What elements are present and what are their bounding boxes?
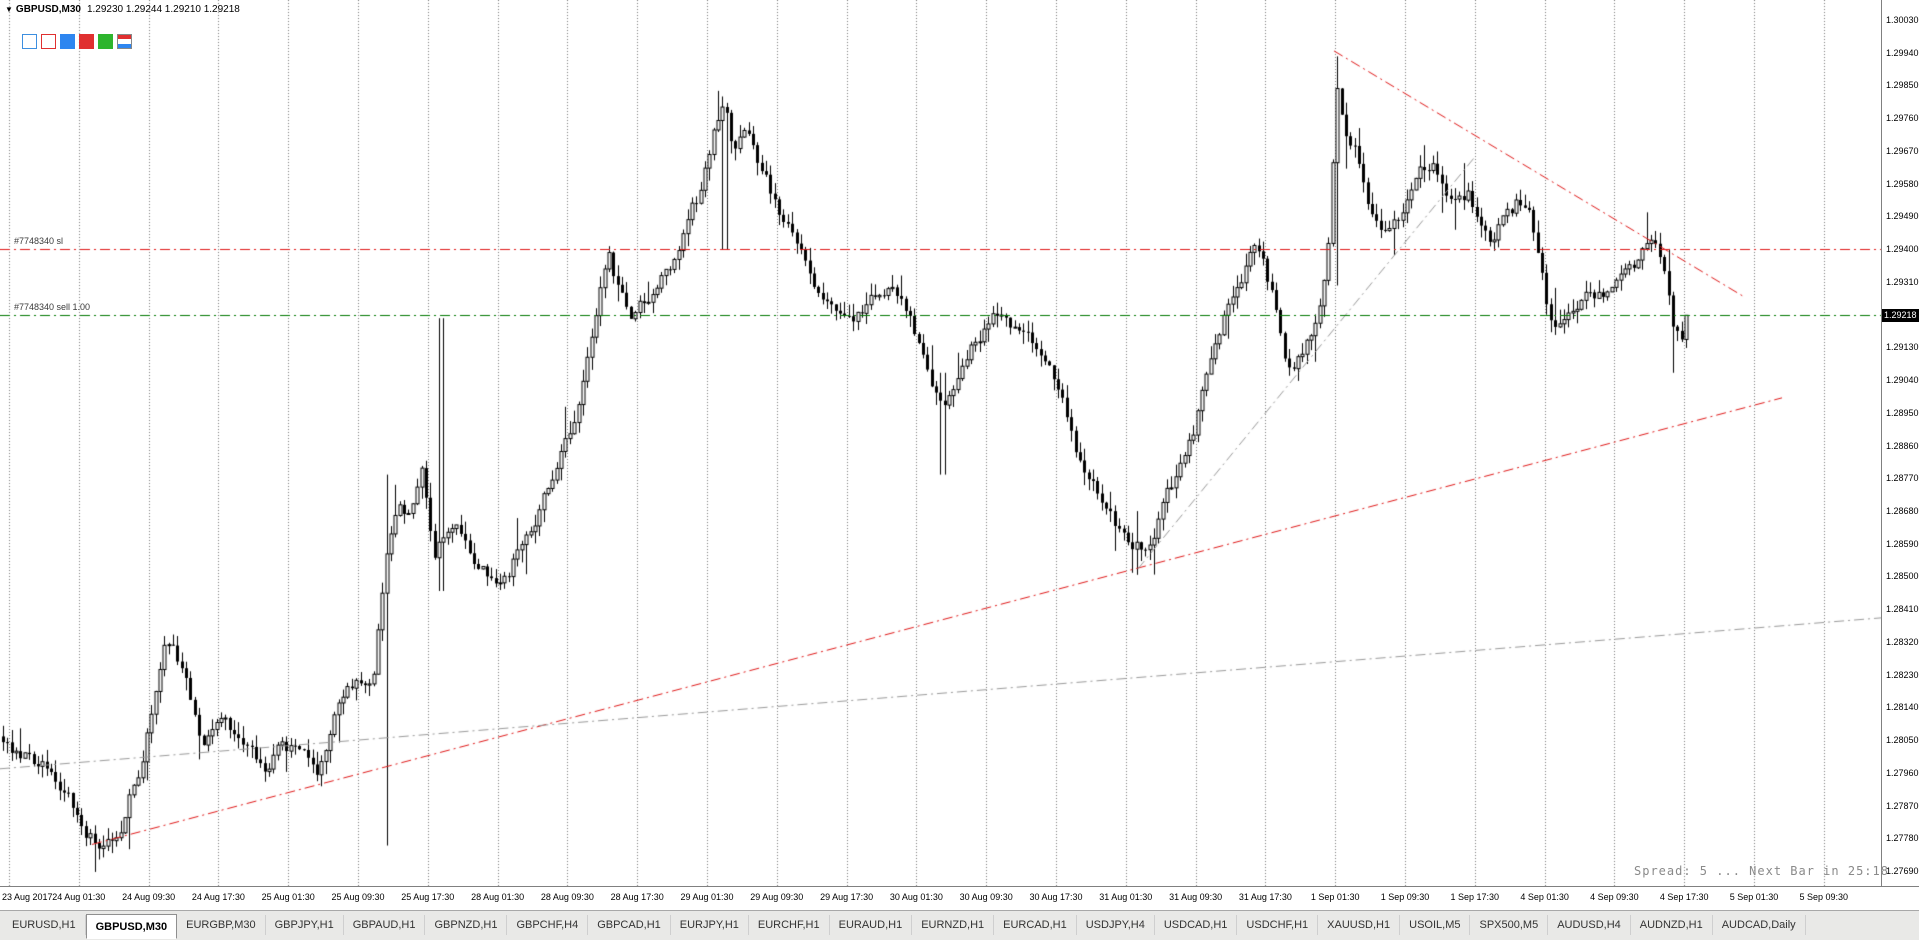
candlestick-chart[interactable]	[0, 0, 1881, 886]
chart-tab-gbpaud-h1[interactable]: GBPAUD,H1	[344, 915, 426, 935]
spread-nextbar-overlay: Spread: 5 ... Next Bar in 25:18	[1634, 864, 1889, 878]
time-axis-label: 30 Aug 09:30	[959, 892, 1013, 902]
chart-tab-eurchf-h1[interactable]: EURCHF,H1	[749, 915, 830, 935]
chart-tab-gbpjpy-h1[interactable]: GBPJPY,H1	[266, 915, 344, 935]
time-axis-label: 25 Aug 17:30	[401, 892, 455, 902]
chart-tab-gbpcad-h1[interactable]: GBPCAD,H1	[588, 915, 671, 935]
time-axis-label: 24 Aug 01:30	[52, 892, 106, 902]
time-axis-label: 4 Sep 01:30	[1520, 892, 1569, 902]
chart-tab-usdjpy-h4[interactable]: USDJPY,H4	[1077, 915, 1155, 935]
price-axis-label: 1.29940	[1886, 47, 1919, 58]
chart-tab-usdchf-h1[interactable]: USDCHF,H1	[1237, 915, 1319, 935]
time-axis-label: 30 Aug 01:30	[889, 892, 943, 902]
time-axis-label: 31 Aug 17:30	[1238, 892, 1292, 902]
green-square-icon[interactable]	[98, 34, 113, 49]
time-axis-label: 1 Sep 01:30	[1310, 892, 1360, 902]
price-axis-label: 1.27690	[1886, 866, 1919, 876]
chart-tab-eurjpy-h1[interactable]: EURJPY,H1	[671, 915, 749, 935]
price-axis-label: 1.28680	[1886, 505, 1919, 516]
time-axis-label: 28 Aug 09:30	[540, 892, 594, 902]
price-axis-label: 1.27780	[1886, 833, 1919, 844]
chart-tab-euraud-h1[interactable]: EURAUD,H1	[830, 915, 913, 935]
red-square-icon[interactable]	[79, 34, 94, 49]
price-axis-label: 1.28140	[1886, 702, 1919, 713]
chart-tab-eurgbp-m30[interactable]: EURGBP,M30	[177, 915, 266, 935]
time-axis-label: 29 Aug 09:30	[750, 892, 804, 902]
price-axis-label: 1.29130	[1886, 342, 1919, 353]
chart-symbol-period: GBPUSD,M30	[15, 4, 81, 15]
order-entry-label: #7748340 sell 1.00	[14, 302, 91, 313]
chart-title: ▼ GBPUSD,M30 1.29230 1.29244 1.29210 1.292…	[5, 4, 240, 15]
price-axis-label: 1.28050	[1886, 735, 1919, 746]
price-axis-label: 1.28590	[1886, 538, 1919, 549]
blue-square-icon[interactable]	[60, 34, 75, 49]
current-price-badge: 1.29218	[1882, 308, 1919, 322]
chart-ohlc-values: 1.29230 1.29244 1.29210 1.29218	[86, 4, 240, 15]
price-axis-label: 1.28950	[1886, 407, 1919, 418]
price-axis-label: 1.29310	[1886, 276, 1919, 287]
price-axis-label: 1.28770	[1886, 473, 1919, 484]
chart-tab-usdcad-h1[interactable]: USDCAD,H1	[1155, 915, 1238, 935]
time-axis-label: 31 Aug 09:30	[1169, 892, 1223, 902]
time-axis-label: 4 Sep 09:30	[1590, 892, 1639, 902]
price-axis-label: 1.27960	[1886, 767, 1919, 778]
flag-stripe	[118, 39, 131, 44]
price-axis-label: 1.29040	[1886, 375, 1919, 386]
price-axis-label: 1.28500	[1886, 571, 1919, 582]
time-axis-label: 25 Aug 09:30	[331, 892, 385, 902]
price-axis-label: 1.27870	[1886, 800, 1919, 811]
flag-stripe	[118, 43, 131, 48]
chart-tab-usoil-m5[interactable]: USOIL,M5	[1400, 915, 1471, 935]
object-toolbar	[22, 34, 132, 49]
time-axis-label: 31 Aug 01:30	[1099, 892, 1153, 902]
price-axis-label: 1.28320	[1886, 636, 1919, 647]
chart-tab-eurusd-h1[interactable]: EURUSD,H1	[3, 915, 86, 935]
time-axis-label: 5 Sep 01:30	[1729, 892, 1779, 902]
chart-tab-gbpusd-m30[interactable]: GBPUSD,M30	[85, 914, 178, 939]
chart-tab-eurnzd-h1[interactable]: EURNZD,H1	[912, 915, 995, 935]
time-axis-label: 30 Aug 17:30	[1029, 892, 1083, 902]
time-axis-label: 23 Aug 2017	[2, 892, 53, 902]
time-axis-label: 29 Aug 01:30	[680, 892, 734, 902]
price-axis-label: 1.28410	[1886, 604, 1919, 615]
time-axis-label: 1 Sep 09:30	[1380, 892, 1430, 902]
collapse-arrow-icon[interactable]: ▼	[5, 5, 13, 14]
price-axis-label: 1.28230	[1886, 669, 1919, 680]
price-axis-label: 1.29670	[1886, 145, 1919, 156]
time-axis-label: 4 Sep 17:30	[1659, 892, 1709, 902]
white-blue-outline-square-icon[interactable]	[22, 34, 37, 49]
chart-tab-eurcad-h1[interactable]: EURCAD,H1	[994, 915, 1077, 935]
time-axis-label: 28 Aug 17:30	[610, 892, 664, 902]
chart-tab-xauusd-h1[interactable]: XAUUSD,H1	[1318, 915, 1401, 935]
chart-tab-spx500-m5[interactable]: SPX500,M5	[1470, 915, 1549, 935]
time-axis[interactable]: 23 Aug 2017 24 Aug 01:30 24 Aug 09:30 24 Au…	[0, 886, 1919, 910]
order-stoploss-label: #7748340 sl	[14, 236, 64, 247]
time-axis-label: 24 Aug 09:30	[122, 892, 176, 902]
price-axis-label: 1.29760	[1886, 113, 1919, 124]
time-axis-label: 29 Aug 17:30	[820, 892, 874, 902]
price-axis[interactable]: 1.30030 1.29940 1.29850 1.29760 1.29670 1.295…	[1881, 0, 1919, 886]
time-axis-label: 28 Aug 01:30	[471, 892, 525, 902]
chart-tab-audcad-daily[interactable]: AUDCAD,Daily	[1713, 915, 1806, 935]
chart-tab-audnzd-h1[interactable]: AUDNZD,H1	[1631, 915, 1713, 935]
time-axis-label: 25 Aug 01:30	[261, 892, 315, 902]
price-axis-label: 1.28860	[1886, 440, 1919, 451]
flag-striped-square-icon[interactable]	[117, 34, 132, 49]
price-axis-label: 1.29400	[1886, 244, 1919, 255]
chart-tab-audusd-h4[interactable]: AUDUSD,H4	[1548, 915, 1631, 935]
flag-stripe	[118, 35, 131, 40]
time-axis-label: 1 Sep 17:30	[1450, 892, 1500, 902]
price-axis-label: 1.30030	[1886, 15, 1919, 25]
white-red-outline-square-icon[interactable]	[41, 34, 56, 49]
chart-plot-area: ▼ GBPUSD,M30 1.29230 1.29244 1.29210 1.292…	[0, 0, 1888, 886]
time-axis-label: 5 Sep 09:30	[1799, 892, 1849, 902]
time-axis-label: 24 Aug 17:30	[191, 892, 245, 902]
price-axis-label: 1.29850	[1886, 80, 1919, 91]
price-axis-label: 1.29580	[1886, 178, 1919, 189]
chart-tab-gbpnzd-h1[interactable]: GBPNZD,H1	[425, 915, 508, 935]
chart-tab-bar: EURUSD,H1 GBPUSD,M30 EURGBP,M30 GBPJPY,H1 GB…	[0, 910, 1919, 940]
chart-tab-gbpchf-h4[interactable]: GBPCHF,H4	[507, 915, 589, 935]
price-axis-label: 1.29490	[1886, 211, 1919, 222]
